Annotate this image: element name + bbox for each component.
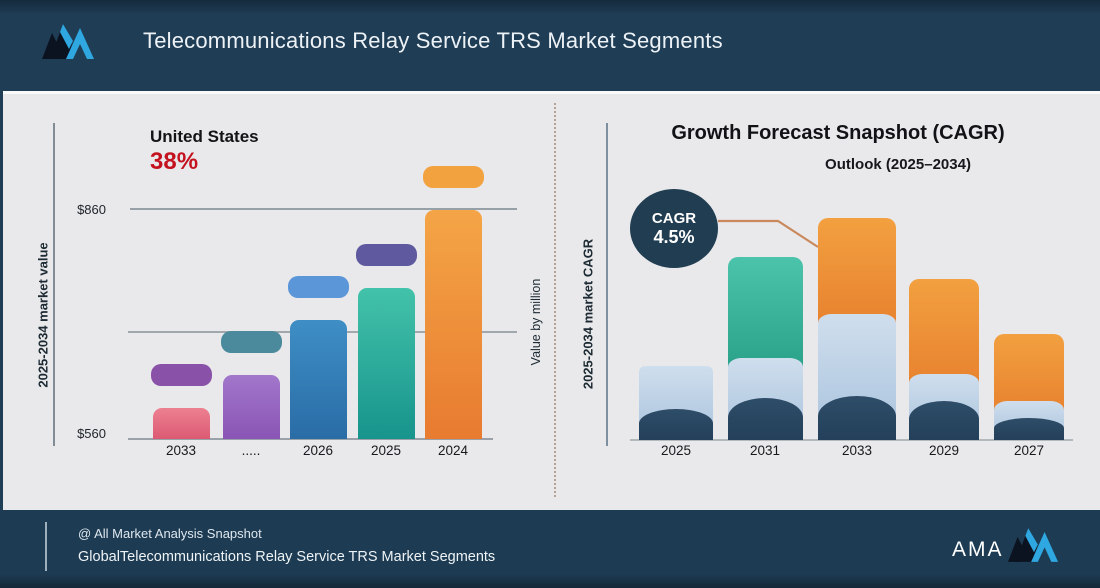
gridline-860: [130, 208, 517, 210]
footer-brand-text: AMA: [952, 538, 1004, 561]
bar-value-annotation: 860: [828, 245, 859, 265]
left-x-axis-line: [128, 438, 493, 440]
right-y-axis-title: 2025-2034 market CAGR: [580, 238, 596, 390]
left-y-axis-line: [53, 123, 55, 446]
left-chart-highlight: 38%: [150, 148, 199, 175]
right-chart-title: Growth Forecast Snapshot (CAGR): [671, 122, 1005, 144]
value-axis-note: Value by million: [529, 278, 543, 366]
footer-source: GlobalTelecommunications Relay Service T…: [78, 549, 496, 565]
gridline-mid: [128, 331, 517, 333]
right-x-axis-line: [630, 439, 1073, 441]
footer-divider: [45, 522, 47, 571]
ama-logo-icon: [42, 24, 94, 59]
footer-bar: [0, 510, 1100, 588]
left-chart-title: United States: [150, 127, 259, 146]
charts-divider: [554, 103, 556, 497]
ytick-860: $860: [77, 202, 106, 217]
cagr-callout-value: 4.5%: [653, 226, 695, 247]
header-bar: [0, 0, 1100, 91]
page-title: Telecommunications Relay Service TRS Mar…: [143, 28, 723, 53]
right-y-axis-line: [606, 123, 608, 446]
ytick-560: $560: [77, 426, 106, 441]
left-y-axis-title: 2025-2034 market value: [35, 242, 51, 388]
cagr-callout-label: CAGR: [651, 209, 697, 227]
right-chart-subtitle: Outlook (2025–2034): [825, 156, 971, 173]
cagr-callout-badge: CAGR 4.5%: [630, 189, 718, 268]
footer-ama-logo-icon: [1008, 528, 1059, 562]
footer-note: @ All Market Analysis Snapshot: [78, 526, 262, 541]
